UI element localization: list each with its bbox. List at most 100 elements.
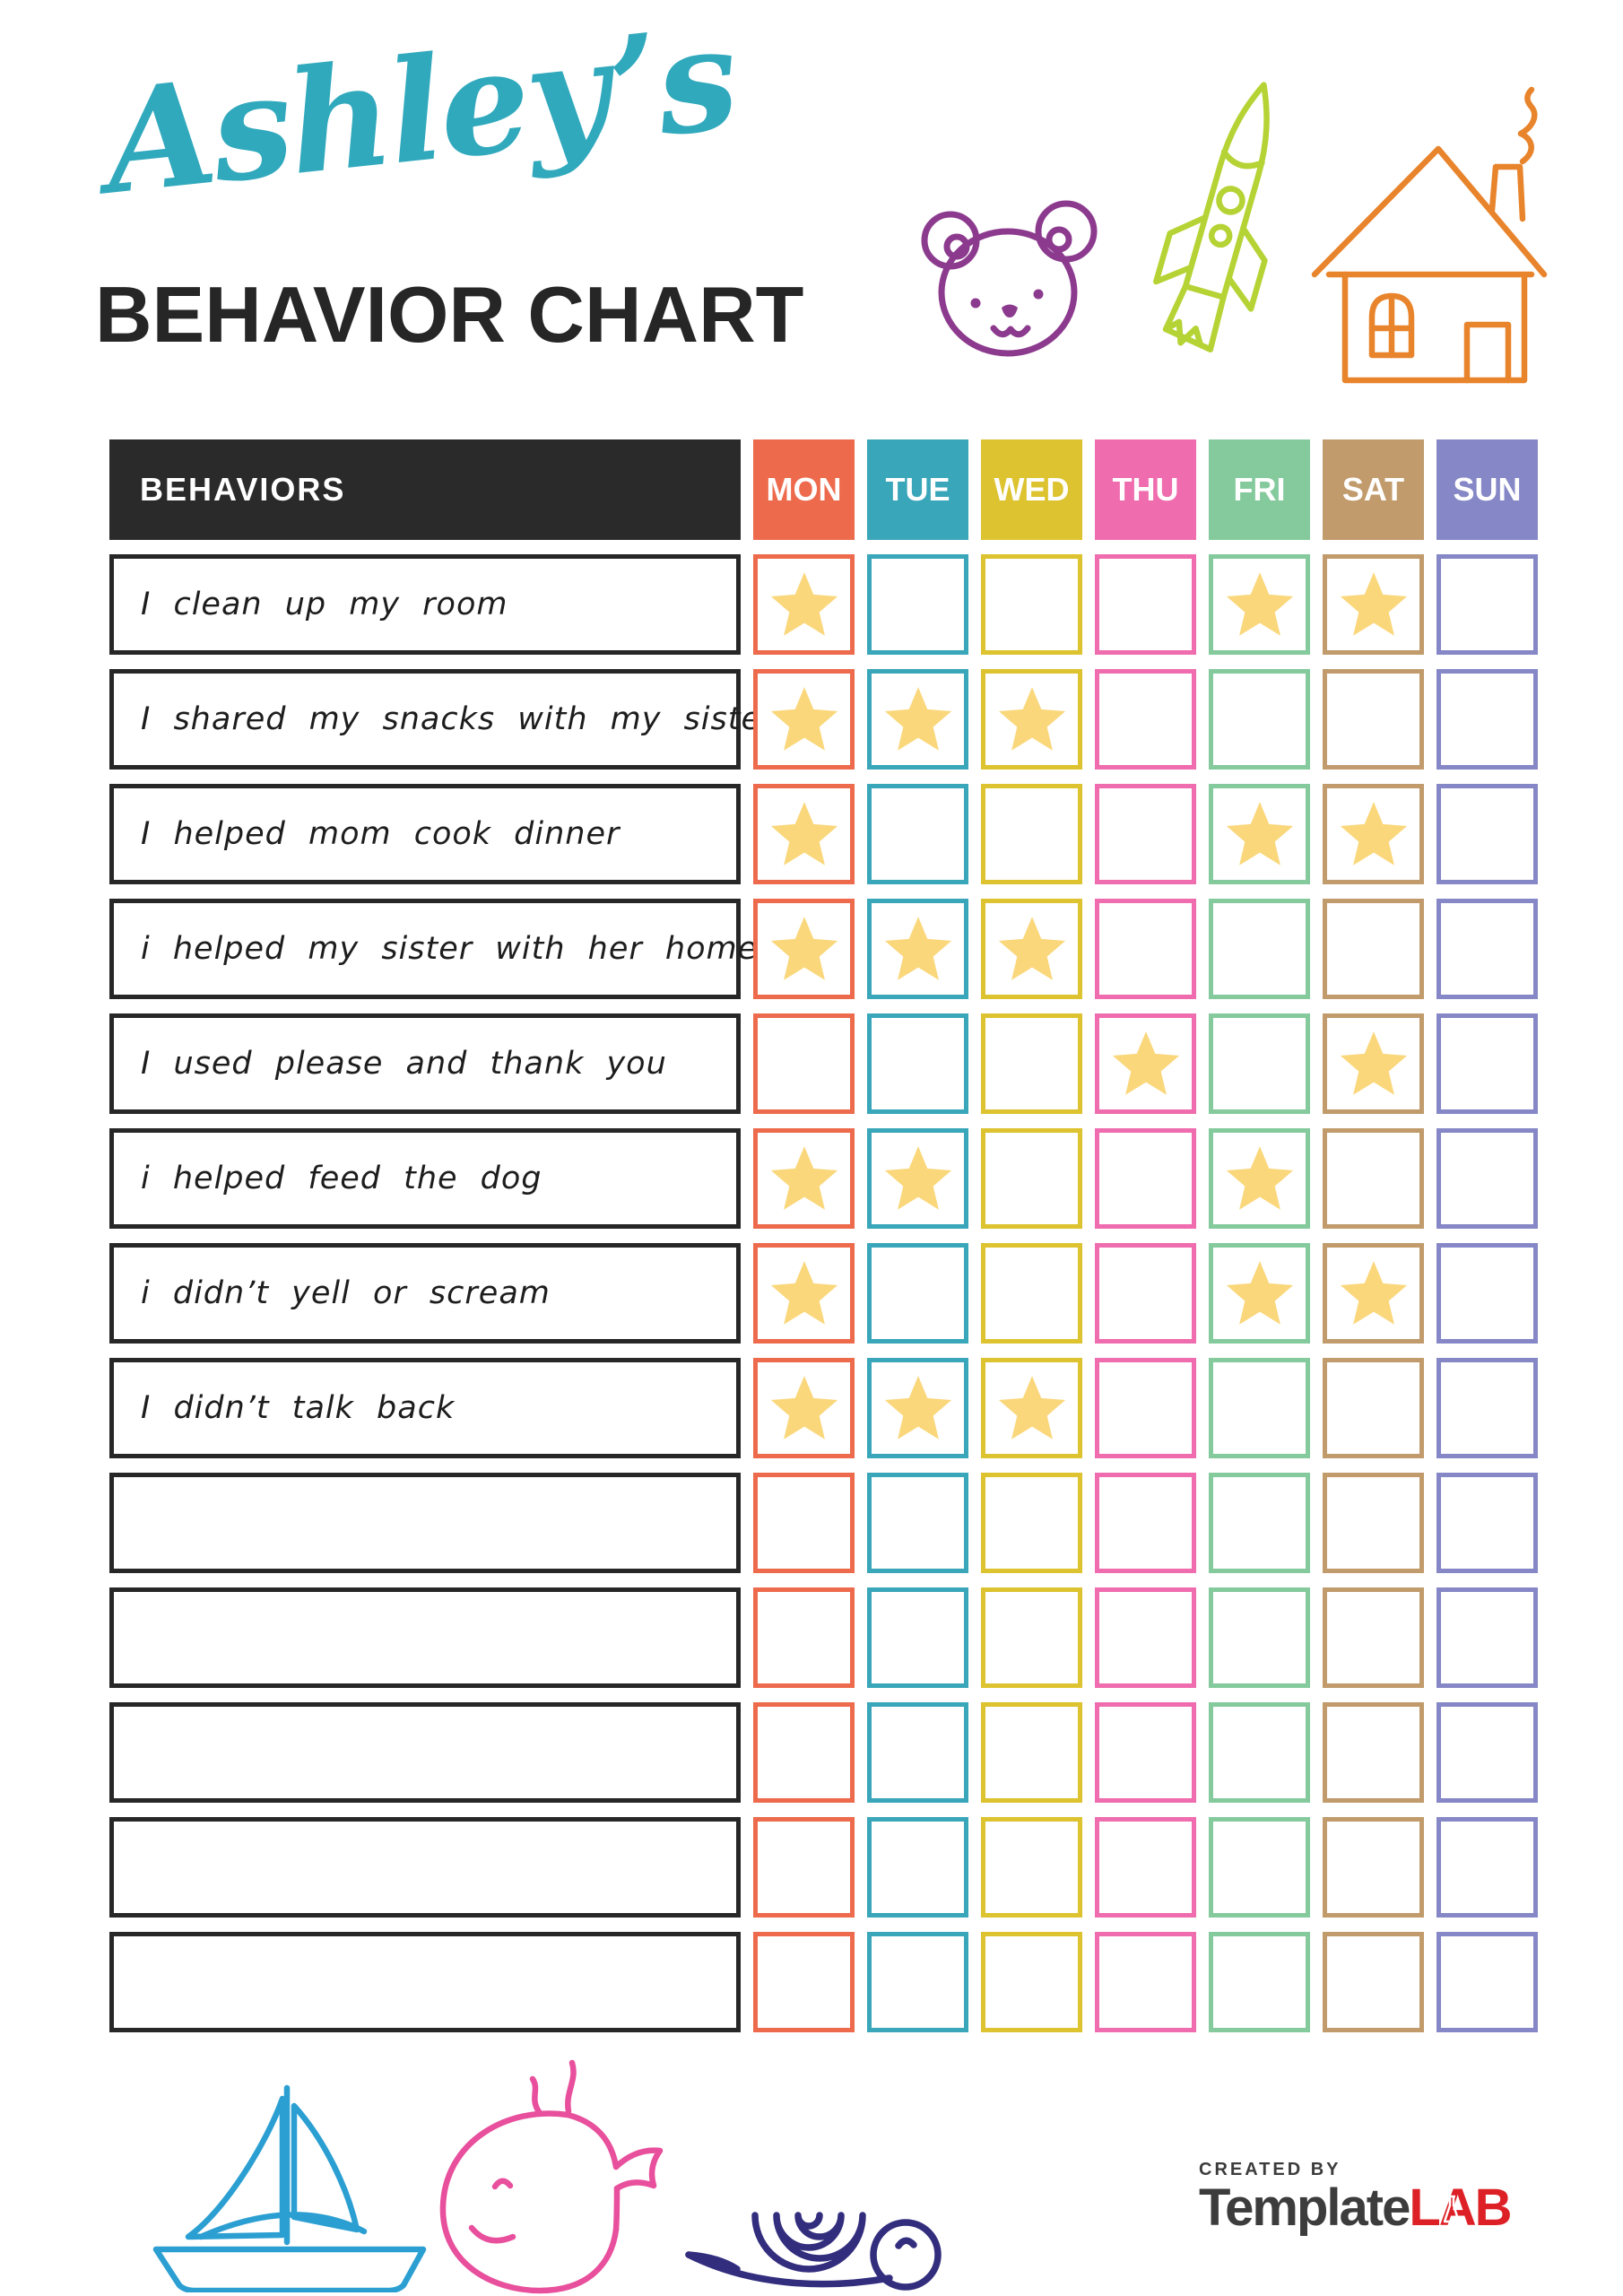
star-icon	[1226, 1146, 1293, 1210]
behavior-table: BEHAVIORS MON TUE WED THU FRI SAT SUN I clean up…	[109, 439, 1538, 2047]
day-cell-mon	[753, 1243, 855, 1344]
behavior-label: i helped feed the dog	[141, 1161, 542, 1196]
day-cell-fri	[1209, 1243, 1310, 1344]
star-icon	[770, 802, 838, 865]
day-cell-fri	[1209, 1817, 1310, 1918]
day-cell-thu	[1095, 669, 1196, 770]
behavior-cell: I shared my snacks with my sister	[109, 669, 774, 770]
behavior-row: I used please and thank you	[109, 1013, 1538, 1114]
day-cell-mon	[753, 1358, 855, 1458]
behavior-label: I used please and thank you	[141, 1046, 667, 1082]
day-cell-wed	[981, 554, 1082, 655]
day-cell-sat	[1323, 669, 1424, 770]
behavior-row: i didn’t yell or scream	[109, 1243, 1538, 1344]
flask-icon	[1444, 2195, 1461, 2223]
day-cell-wed	[981, 1358, 1082, 1458]
sailboat-icon	[152, 2084, 427, 2292]
star-icon	[770, 572, 838, 636]
child-name-title: Ashley’s	[97, 0, 743, 227]
day-cell-wed	[981, 1587, 1082, 1688]
behavior-cell: i helped feed the dog	[109, 1128, 741, 1229]
day-cell-sun	[1436, 669, 1538, 770]
day-cell-tue	[867, 669, 968, 770]
day-cell-thu	[1095, 784, 1196, 884]
day-cell-mon	[753, 1013, 855, 1114]
brand-name: TemplateLAB	[1199, 2182, 1513, 2234]
day-cell-sun	[1436, 1243, 1538, 1344]
day-cell-wed	[981, 669, 1082, 770]
day-cell-sun	[1436, 1013, 1538, 1114]
behavior-cell	[109, 1702, 741, 1803]
behavior-row: i helped feed the dog	[109, 1128, 1538, 1229]
behavior-row: I helped mom cook dinner	[109, 784, 1538, 884]
day-header-mon: MON	[753, 439, 855, 540]
behavior-cell: I used please and thank you	[109, 1013, 741, 1114]
day-cell-tue	[867, 1128, 968, 1229]
behaviors-header: BEHAVIORS	[109, 439, 741, 540]
day-header-tue: TUE	[867, 439, 968, 540]
behavior-row	[109, 1817, 1538, 1918]
day-header-sat: SAT	[1323, 439, 1424, 540]
behavior-cell: i didn’t yell or scream	[109, 1243, 741, 1344]
behavior-cell	[109, 1473, 741, 1573]
day-cell-sat	[1323, 1358, 1424, 1458]
behavior-label: I didn’t talk back	[141, 1390, 456, 1426]
day-cell-sat	[1323, 1587, 1424, 1688]
day-cell-tue	[867, 1243, 968, 1344]
day-cell-fri	[1209, 1702, 1310, 1803]
day-cell-tue	[867, 899, 968, 999]
day-cell-thu	[1095, 1932, 1196, 2032]
day-cell-sat	[1323, 784, 1424, 884]
behavior-label: I clean up my room	[141, 587, 508, 622]
behavior-cell	[109, 1932, 741, 2032]
behavior-cell: I clean up my room	[109, 554, 741, 655]
behavior-row	[109, 1473, 1538, 1573]
day-cell-sat	[1323, 899, 1424, 999]
rocket-icon	[1153, 82, 1270, 352]
day-cell-wed	[981, 784, 1082, 884]
star-icon	[1226, 1261, 1293, 1325]
behavior-row: I clean up my room	[109, 554, 1538, 655]
star-icon	[1112, 1031, 1179, 1095]
day-cell-mon	[753, 1587, 855, 1688]
star-icon	[1340, 1261, 1407, 1325]
snail-icon	[685, 2212, 942, 2291]
day-cell-fri	[1209, 1013, 1310, 1114]
day-cell-thu	[1095, 1358, 1196, 1458]
day-cell-thu	[1095, 1817, 1196, 1918]
day-cell-fri	[1209, 1932, 1310, 2032]
behavior-row: i helped my sister with her homework	[109, 899, 1538, 999]
day-cell-tue	[867, 1702, 968, 1803]
day-header-wed: WED	[981, 439, 1082, 540]
star-icon	[770, 1376, 838, 1439]
bear-icon	[921, 200, 1098, 357]
page-title: BEHAVIOR CHART	[95, 270, 804, 359]
day-cell-fri	[1209, 1128, 1310, 1229]
day-cell-tue	[867, 1932, 968, 2032]
behavior-label: I helped mom cook dinner	[141, 816, 621, 852]
day-cell-wed	[981, 1932, 1082, 2032]
day-cell-wed	[981, 1473, 1082, 1573]
day-cell-sat	[1323, 1013, 1424, 1114]
behavior-label: i helped my sister with her homework	[141, 931, 838, 967]
day-cell-thu	[1095, 1702, 1196, 1803]
day-cell-fri	[1209, 554, 1310, 655]
behavior-cell: i helped my sister with her homework	[109, 899, 837, 999]
day-cell-mon	[753, 1817, 855, 1918]
day-cell-tue	[867, 1817, 968, 1918]
day-cell-sat	[1323, 1702, 1424, 1803]
day-cell-sun	[1436, 1817, 1538, 1918]
day-cell-wed	[981, 1702, 1082, 1803]
day-cell-thu	[1095, 1013, 1196, 1114]
day-cell-thu	[1095, 1243, 1196, 1344]
created-by-label: CREATED BY	[1199, 2160, 1341, 2179]
day-cell-fri	[1209, 1587, 1310, 1688]
day-cell-sun	[1436, 1358, 1538, 1458]
star-icon	[884, 687, 951, 751]
day-cell-wed	[981, 1013, 1082, 1114]
whale-icon	[439, 2059, 664, 2294]
templatelab-logo: CREATED BY TemplateLAB	[1199, 2160, 1513, 2234]
day-cell-fri	[1209, 669, 1310, 770]
day-cell-sun	[1436, 1587, 1538, 1688]
day-cell-sat	[1323, 1243, 1424, 1344]
